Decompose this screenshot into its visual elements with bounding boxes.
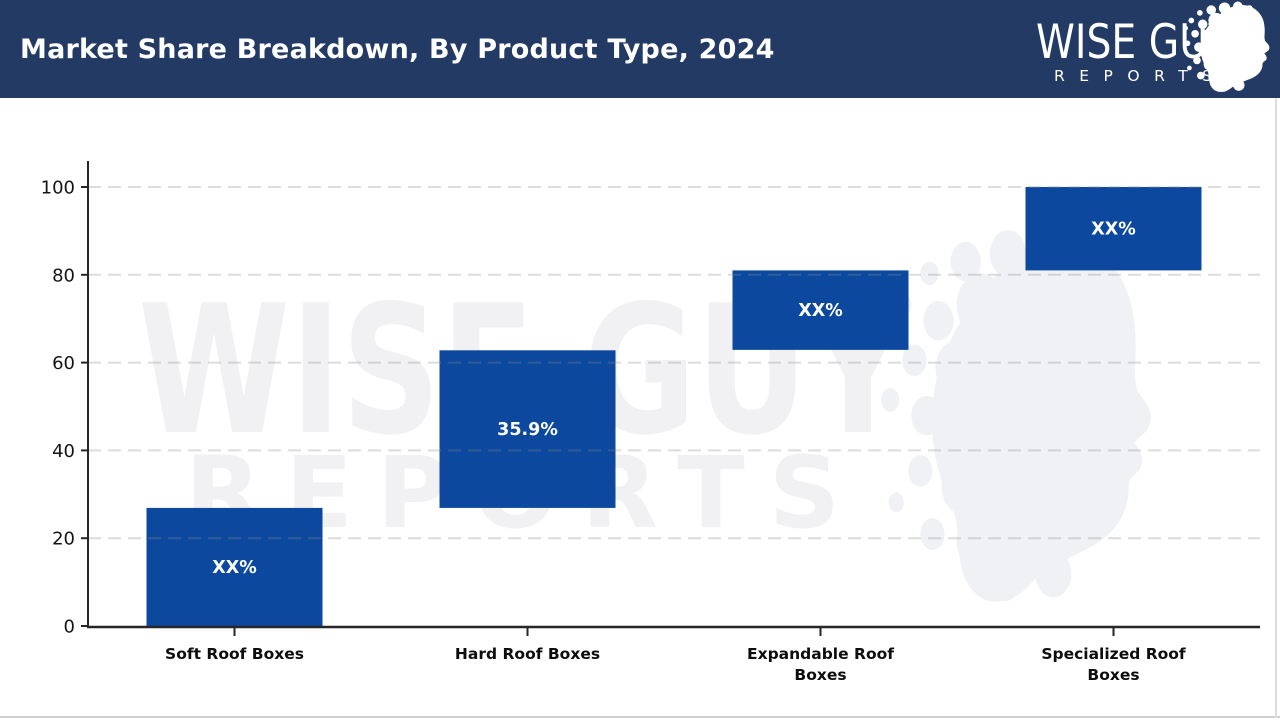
category-label-3: Specialized Roof Boxes <box>1041 645 1186 684</box>
page-title: Market Share Breakdown, By Product Type,… <box>20 33 775 65</box>
category-label-1: Hard Roof Boxes <box>455 645 600 663</box>
wiseguy-logo: WISE GUY REPORTS <box>1036 1 1270 92</box>
bar-value-label-3: XX% <box>1091 220 1136 240</box>
bar-segment-2 <box>732 270 909 350</box>
category-label-2: Expandable Roof Boxes <box>747 645 894 684</box>
y-tick-label-60: 60 <box>52 353 75 374</box>
bar-value-label-0: XX% <box>212 558 257 578</box>
category-label-0: Soft Roof Boxes <box>165 645 304 663</box>
y-tick-label-100: 100 <box>41 178 75 199</box>
bar-segment-1 <box>439 350 616 508</box>
y-tick-label-80: 80 <box>52 265 75 286</box>
bar-segment-0 <box>146 507 323 626</box>
y-tick-label-0: 0 <box>64 617 75 638</box>
y-tick-label-20: 20 <box>52 529 75 550</box>
bar-value-label-2: XX% <box>798 301 843 321</box>
bar-value-label-1: 35.9% <box>497 420 558 440</box>
bar-segment-3 <box>1025 187 1202 271</box>
header-bar: Market Share Breakdown, By Product Type,… <box>0 0 1280 98</box>
bottom-border <box>0 716 1280 718</box>
right-border <box>1275 98 1277 718</box>
y-tick-label-40: 40 <box>52 441 75 462</box>
